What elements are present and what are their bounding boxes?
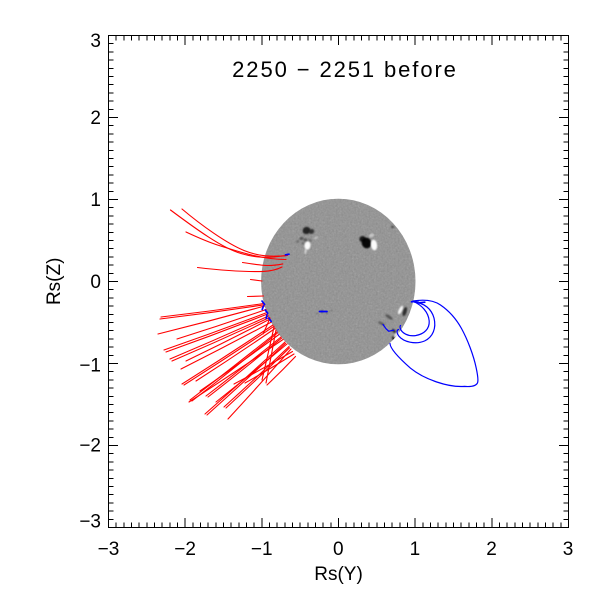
svg-text:−3: −3	[98, 539, 120, 560]
svg-text:0: 0	[90, 272, 101, 293]
svg-text:−1: −1	[79, 356, 101, 377]
svg-text:Rs(Z): Rs(Z)	[44, 258, 65, 305]
svg-text:2: 2	[486, 539, 497, 560]
svg-text:−3: −3	[79, 512, 101, 533]
svg-text:1: 1	[90, 190, 101, 211]
svg-text:−1: −1	[251, 539, 273, 560]
svg-text:−2: −2	[79, 436, 101, 457]
svg-text:−2: −2	[174, 539, 196, 560]
svg-text:2: 2	[90, 108, 101, 129]
svg-text:3: 3	[90, 31, 101, 52]
svg-text:3: 3	[563, 539, 574, 560]
svg-text:Rs(Y): Rs(Y)	[314, 564, 363, 585]
svg-text:1: 1	[410, 539, 421, 560]
svg-text:2250 − 2251 before: 2250 − 2251 before	[232, 57, 458, 82]
svg-text:0: 0	[333, 539, 344, 560]
